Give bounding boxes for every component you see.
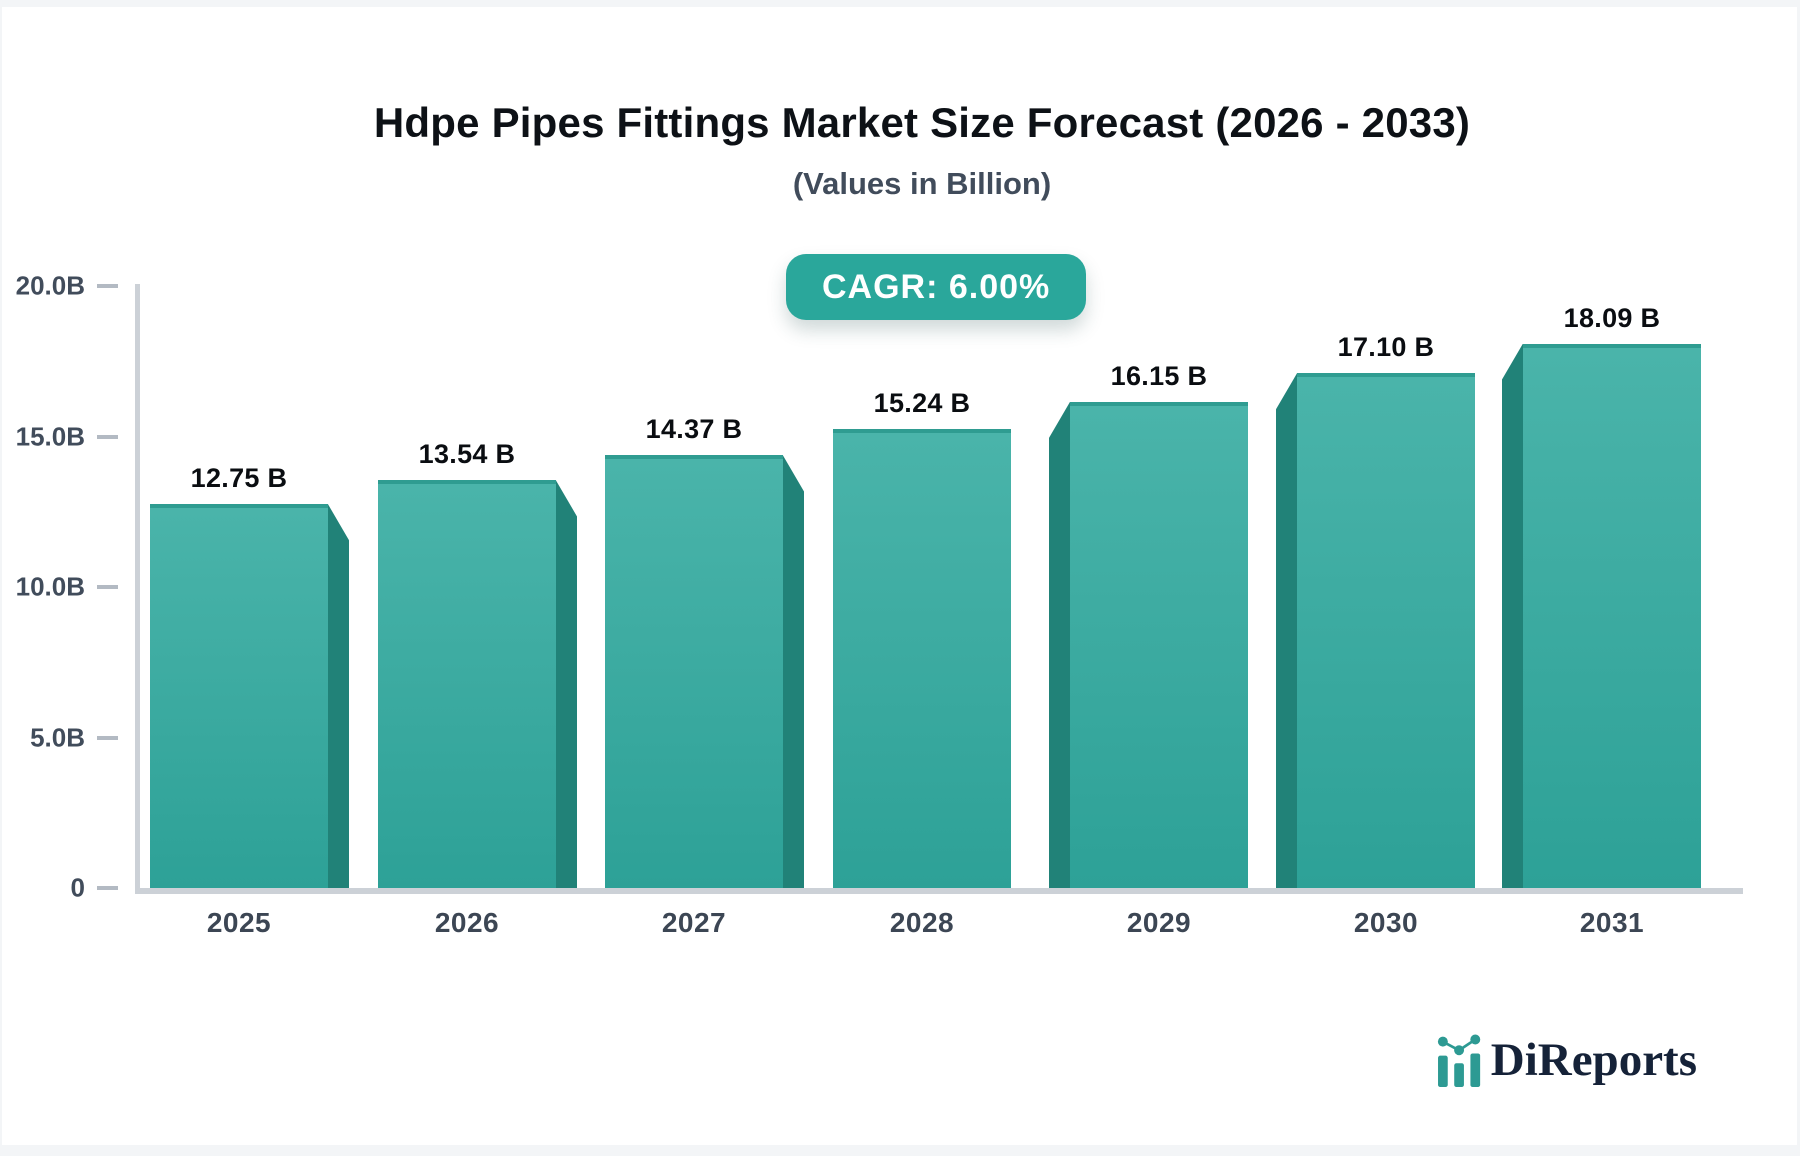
x-tick-label: 2031 xyxy=(1579,907,1645,938)
y-tick-mark xyxy=(97,434,118,439)
y-tick-label: 15.0B xyxy=(15,421,85,451)
y-tick-mark xyxy=(97,284,118,288)
left-edge-strip xyxy=(0,0,2,1156)
bar-value-label: 17.10 B xyxy=(1337,332,1435,363)
x-tick-label: 2028 xyxy=(889,907,955,938)
bar-2030 xyxy=(1297,373,1475,888)
bar-value-label: 12.75 B xyxy=(190,463,288,494)
y-tick-mark xyxy=(97,585,118,589)
y-tick-label: 0 xyxy=(70,872,85,903)
chart-subtitle: (Values in Billion) xyxy=(792,166,1052,201)
chart-title: Hdpe Pipes Fittings Market Size Forecast… xyxy=(373,99,1471,146)
bar-value-label: 18.09 B xyxy=(1563,302,1661,333)
bar-chart-logo-icon xyxy=(1437,1034,1480,1087)
x-tick-label: 2025 xyxy=(206,907,272,938)
bar-2027 xyxy=(605,455,783,888)
x-tick-label: 2030 xyxy=(1353,907,1419,938)
y-axis-line xyxy=(135,284,140,894)
bar-2026 xyxy=(378,480,556,888)
x-tick-label: 2029 xyxy=(1126,907,1192,938)
bar-2028 xyxy=(833,429,1011,888)
bar-side xyxy=(1276,373,1297,888)
y-tick-mark xyxy=(97,886,118,890)
bar-side xyxy=(783,455,804,888)
bar-side xyxy=(1049,401,1070,888)
y-tick-mark xyxy=(97,735,118,740)
bar-value-label: 14.37 B xyxy=(645,414,743,445)
y-tick-label: 10.0B xyxy=(15,571,85,602)
y-tick-label: 5.0B xyxy=(30,722,85,752)
x-tick-label: 2027 xyxy=(661,907,727,938)
right-edge-strip xyxy=(1797,0,1800,1156)
brand-name: DiReports xyxy=(1490,1034,1697,1086)
x-axis-line xyxy=(135,888,1743,894)
plot-area: 0 5.0B 10.0B 15.0B 20.0B 12.75 B 2025 13.54 B 20… xyxy=(16,271,1743,938)
bar-side xyxy=(328,504,349,888)
bottom-edge-strip xyxy=(0,1145,1800,1156)
cagr-badge: CAGR: 6.00% xyxy=(786,254,1087,320)
bar-side xyxy=(556,480,577,888)
top-edge-strip xyxy=(0,0,1800,7)
brand-logo[interactable]: DiReports xyxy=(1435,1028,1697,1092)
bar-value-label: 15.24 B xyxy=(873,388,971,419)
bar-2029 xyxy=(1070,401,1248,888)
bar-value-label: 16.15 B xyxy=(1110,360,1208,391)
cagr-badge-label: CAGR: 6.00% xyxy=(822,267,1051,306)
bar-2031 xyxy=(1523,343,1701,888)
bar-2025 xyxy=(150,504,328,888)
y-tick-label: 20.0B xyxy=(15,270,85,301)
bar-side xyxy=(1502,343,1523,888)
x-tick-label: 2026 xyxy=(434,907,500,938)
bar-value-label: 13.54 B xyxy=(418,439,516,470)
